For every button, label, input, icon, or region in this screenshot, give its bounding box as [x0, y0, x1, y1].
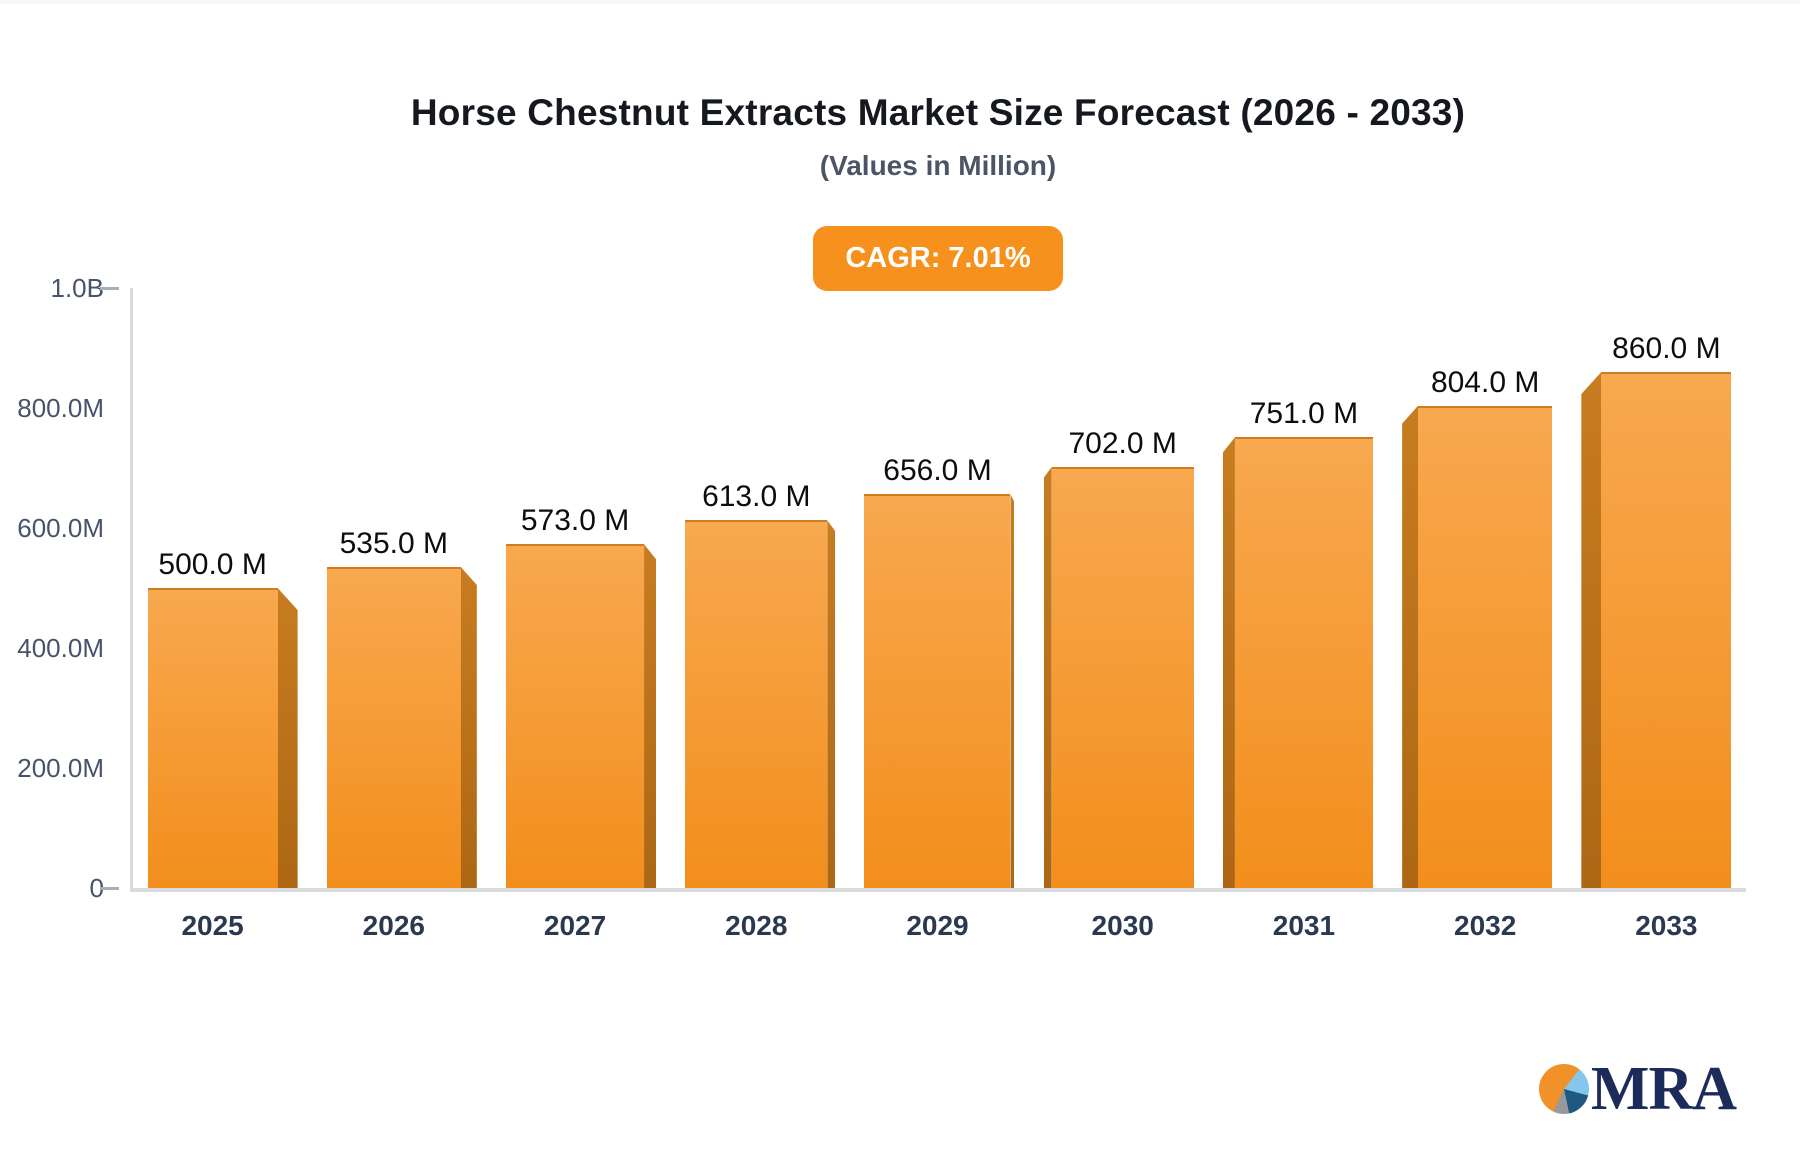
- bar-2025: 500.0 M 2025: [147, 548, 298, 941]
- chart-title: Horse Chestnut Extracts Market Size Fore…: [410, 92, 1466, 133]
- x-axis-label-2033: 2033: [1635, 910, 1698, 941]
- bar-front-face: 702.0 M 2030: [1051, 427, 1194, 941]
- y-axis-tick-label: 400.0M: [17, 633, 104, 663]
- bar-value-label: 860.0 M: [1612, 332, 1721, 365]
- pie-chart-logo-icon: [1538, 1064, 1589, 1114]
- chart-subtitle: (Values in Million): [819, 150, 1057, 181]
- x-axis-label-2027: 2027: [543, 910, 607, 941]
- y-axis-tick-mark: [100, 287, 119, 290]
- bar-value-label: 751.0 M: [1249, 397, 1359, 431]
- bar-2030: 702.0 M 2030: [1043, 427, 1194, 941]
- bar-front-face: 804.0 M 2032: [1418, 366, 1553, 941]
- bar-value-label: 656.0 M: [883, 454, 992, 488]
- bar-front-face: 613.0 M 2028: [685, 480, 828, 941]
- x-axis-label-2026: 2026: [362, 910, 425, 941]
- bar-value-label: 702.0 M: [1068, 426, 1177, 460]
- bar-value-label: 613.0 M: [702, 480, 811, 514]
- bar-2028: 613.0 M 2028: [685, 480, 836, 941]
- bar-2032: 804.0 M 2032: [1402, 366, 1553, 941]
- plot-area: 500.0 M 2025 535.0 M 2026 573.0 M 2027 613.0 M…: [130, 288, 1746, 941]
- x-axis-label-2028: 2028: [725, 910, 788, 941]
- bar-value-label: 573.0 M: [520, 504, 630, 538]
- bar-value-label: 500.0 M: [158, 548, 267, 581]
- y-axis-tick-label: 800.0M: [17, 393, 104, 423]
- brand-logo: MRA: [1538, 1055, 1737, 1123]
- bar-front-face: 535.0 M 2026: [326, 527, 461, 941]
- bar-side-face: [1010, 494, 1015, 888]
- bar-front-face: 656.0 M 2029: [864, 454, 1011, 941]
- x-axis-label-2025: 2025: [181, 910, 244, 941]
- bar-side-face: [644, 544, 657, 888]
- y-axis-tick-label: 200.0M: [17, 753, 104, 783]
- x-axis-label-2032: 2032: [1453, 910, 1517, 941]
- bar-side-face: [460, 567, 477, 888]
- x-axis-label-2029: 2029: [906, 910, 969, 941]
- bar-value-label: 804.0 M: [1430, 365, 1540, 399]
- bar-side-face: [1043, 466, 1052, 888]
- bar-front-face: 500.0 M 2025: [147, 548, 278, 941]
- bar-2029: 656.0 M 2029: [864, 454, 1015, 941]
- bar-2026: 535.0 M 2026: [326, 527, 477, 941]
- bar-2033: 860.0 M 2033: [1581, 332, 1732, 941]
- bar-side-face: [1222, 437, 1235, 888]
- bar-front-face: 751.0 M 2031: [1234, 397, 1373, 941]
- y-axis-tick-label: 600.0M: [17, 513, 104, 543]
- bar-value-label: 535.0 M: [339, 527, 449, 560]
- cagr-badge: CAGR: 7.01%: [813, 226, 1063, 291]
- y-axis-tick-mark: [100, 887, 119, 890]
- bar-side-face: [1402, 405, 1419, 888]
- x-axis-label-2030: 2030: [1091, 910, 1154, 941]
- bar-side-face: [827, 520, 836, 888]
- x-axis-label-2031: 2031: [1272, 910, 1336, 941]
- page-edge-strip: [0, 0, 1800, 4]
- y-axis-tick-label: 1.0B: [50, 273, 105, 303]
- chart-header: Horse Chestnut Extracts Market Size Fore…: [130, 0, 1746, 291]
- bar-side-face: [1581, 372, 1602, 888]
- y-axis-tick-label: 0: [89, 873, 104, 903]
- brand-logo-text: MRA: [1590, 1055, 1737, 1123]
- bar-front-face: 860.0 M 2033: [1601, 332, 1732, 941]
- bar-front-face: 573.0 M 2027: [506, 504, 645, 941]
- bar-side-face: [277, 588, 298, 888]
- bar-2031: 751.0 M 2031: [1222, 397, 1373, 941]
- bar-2027: 573.0 M 2027: [506, 504, 657, 941]
